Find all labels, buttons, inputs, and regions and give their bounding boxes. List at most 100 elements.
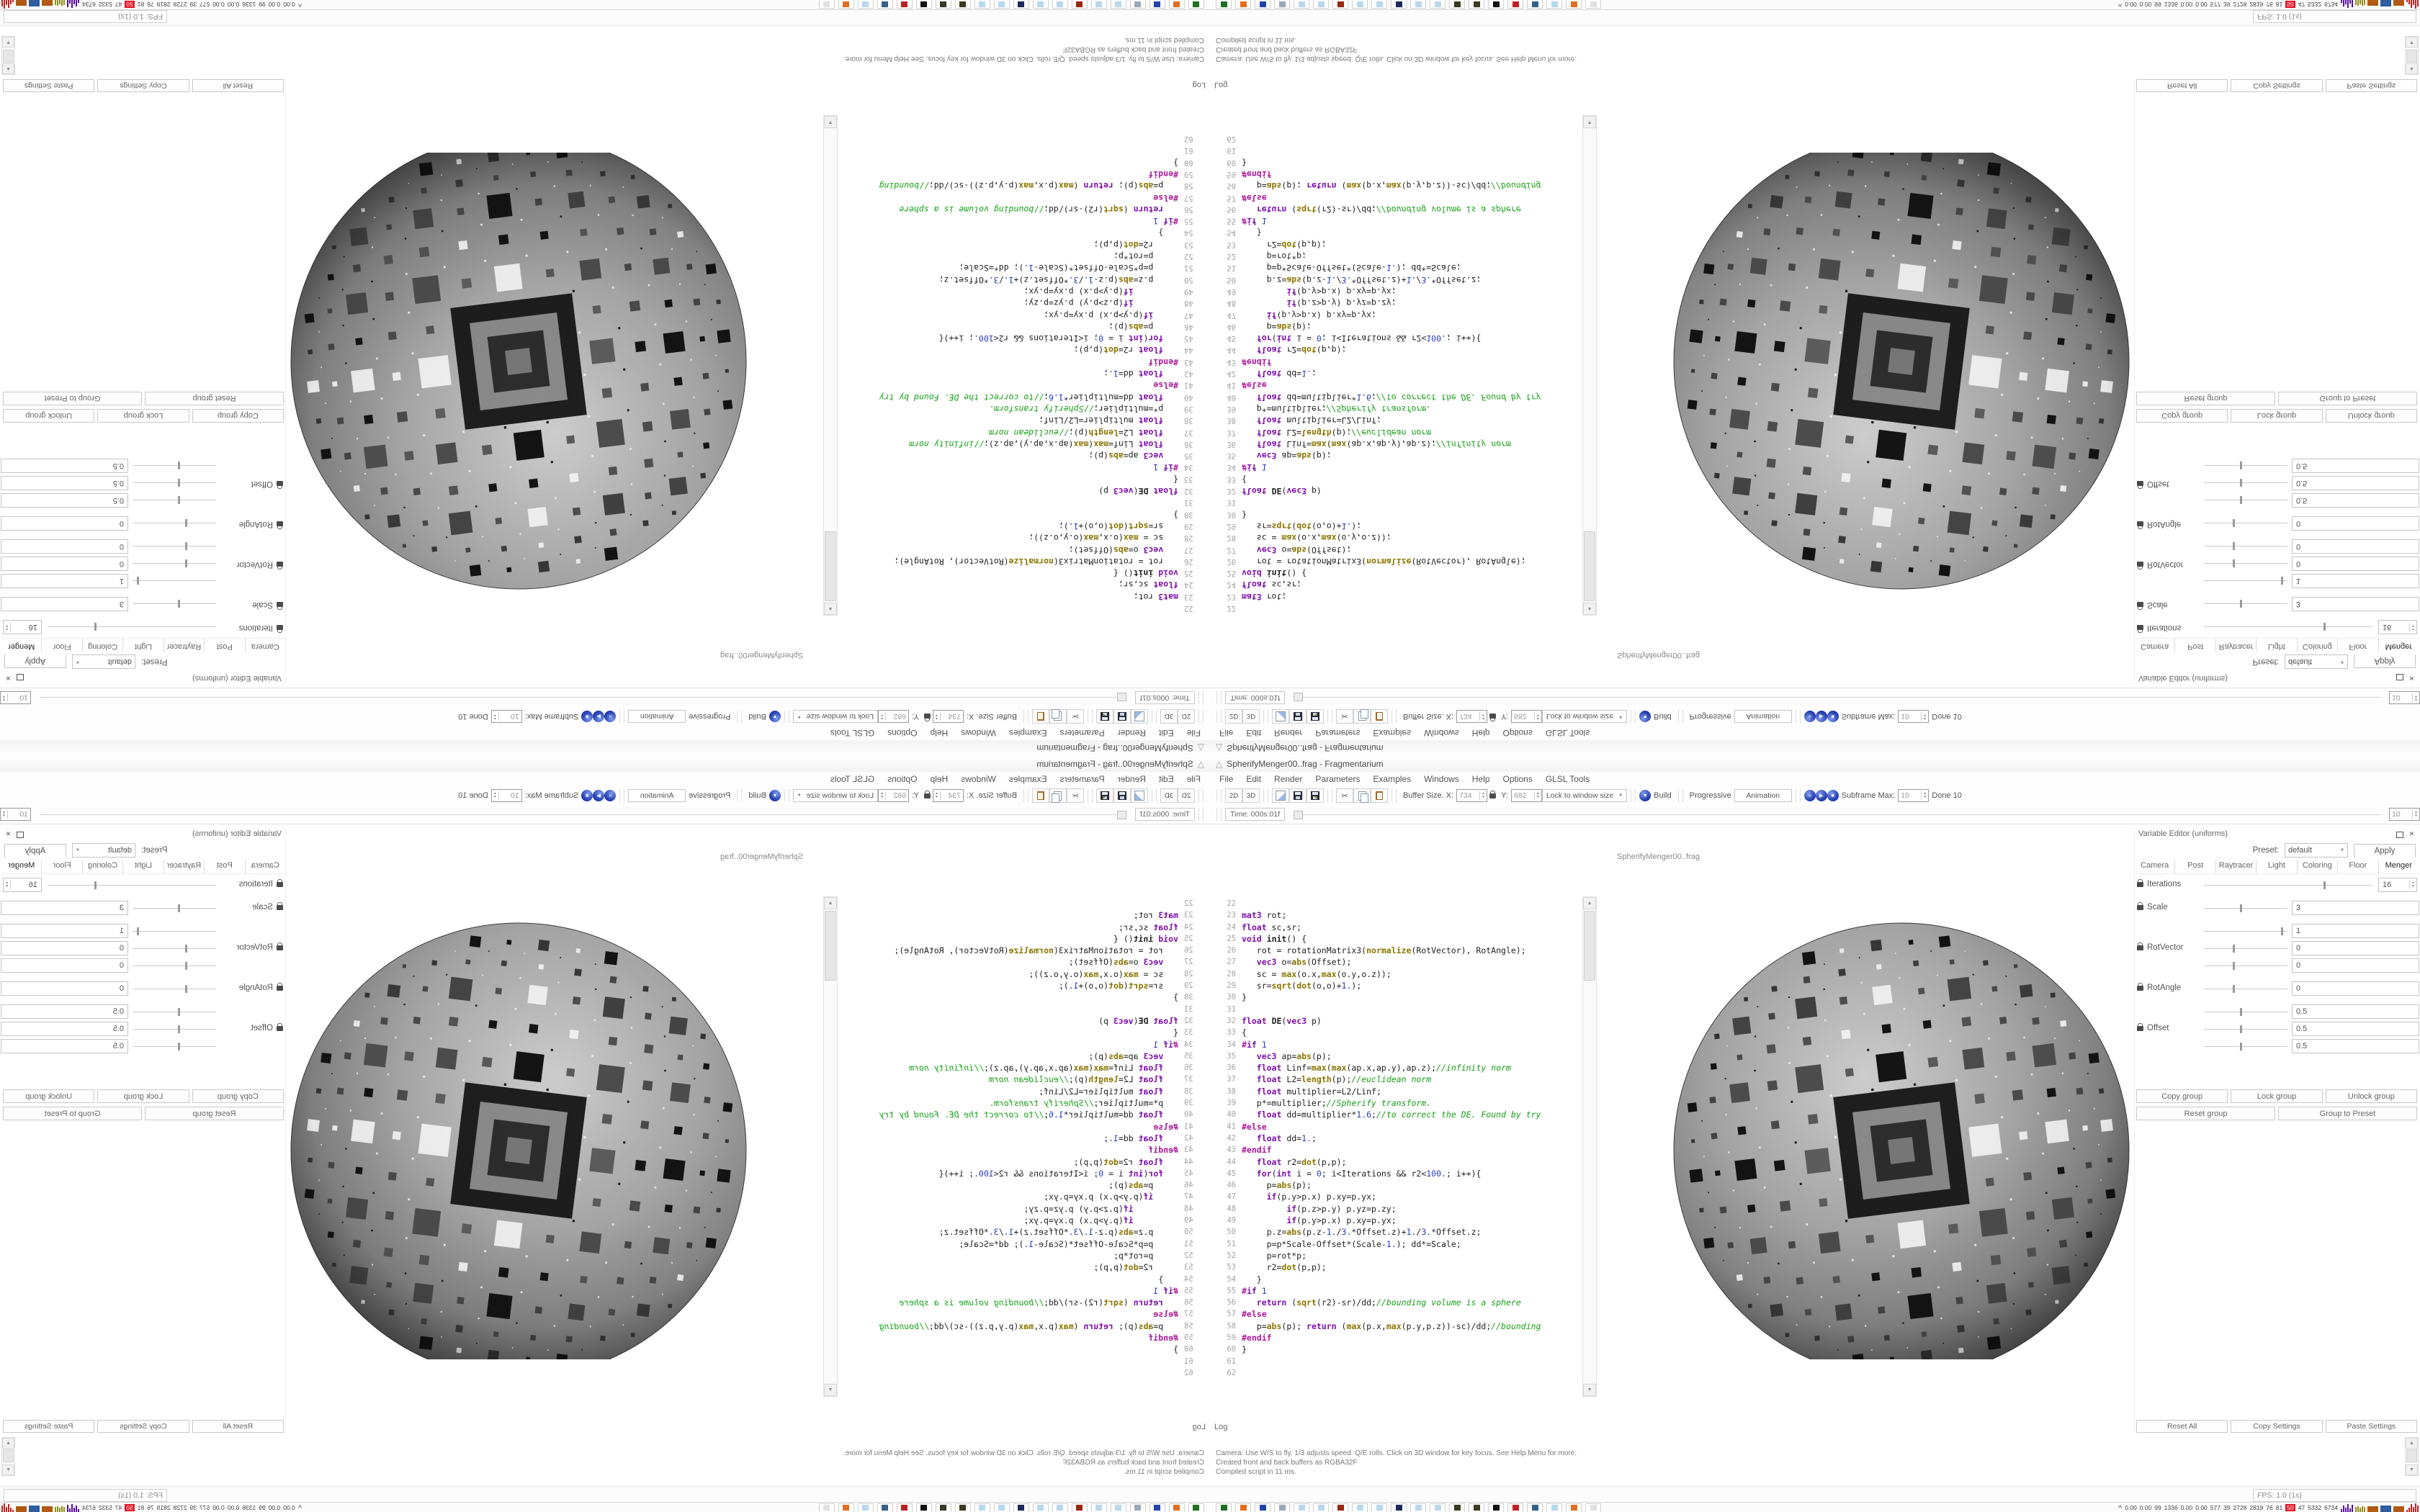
tab-post[interactable]: Post [204, 860, 245, 873]
code-line[interactable]: 58 p=abs(p); return (max(p.x,max(p.y,p.z… [879, 181, 1193, 192]
toolbar-grip[interactable] [1023, 710, 1028, 723]
button-reset-all[interactable]: Reset All [2136, 1420, 2228, 1433]
play-button[interactable]: ▶ [593, 711, 605, 722]
button-copy-settings[interactable]: Copy Settings [2231, 1420, 2323, 1433]
toolbar-grip[interactable] [1216, 691, 1222, 704]
menu-edit[interactable]: Edit [1158, 728, 1174, 738]
code-line[interactable]: 48 if(p.z>p.y) p.yz=p.zy; [1227, 1203, 1397, 1214]
code-line[interactable]: 60} [1227, 157, 1247, 168]
tab-coloring[interactable]: Coloring [2298, 860, 2339, 873]
param-slider-thumb[interactable] [185, 962, 187, 970]
play-button[interactable]: ▶ [1815, 790, 1827, 801]
dock-close-icon[interactable]: ✕ [2408, 829, 2415, 837]
lock-icon[interactable] [277, 625, 283, 630]
menu-help[interactable]: Help [1471, 728, 1490, 738]
taskbar-app-button[interactable] [838, 1503, 854, 1512]
menu-render[interactable]: Render [1274, 728, 1303, 738]
lock-to-window-dropdown[interactable]: Lock to window size ▼ [1541, 789, 1628, 802]
taskbar-app-button[interactable] [819, 1503, 835, 1512]
open-button[interactable] [1131, 788, 1148, 803]
variable-editor-titlebar[interactable]: Variable Editor (uniforms) ✕ [2135, 828, 2419, 840]
log-dock-title[interactable]: Log [1214, 81, 1228, 89]
toolbar-grip[interactable] [1327, 789, 1332, 802]
button-group-to-preset[interactable]: Group to Preset [3, 392, 142, 405]
param-slider[interactable] [133, 600, 216, 608]
code-line[interactable]: 51 p=p*Scale-Offset*(Scale-1.); dd*=Scal… [1227, 1238, 1461, 1249]
code-line[interactable]: 54 } [1227, 1274, 1262, 1284]
code-line[interactable]: 34 #if 1 [1227, 462, 1267, 473]
log-lines[interactable]: Camera: Use W/S to fly. 1/3 adjusts spee… [19, 35, 1204, 63]
button-copy-group[interactable]: Copy group [2136, 409, 2228, 423]
toolbar-grip[interactable] [1023, 789, 1028, 802]
param-value-field[interactable]: 1 [2292, 924, 2419, 938]
build-label[interactable]: Build [748, 712, 766, 721]
param-value-field[interactable]: 1 [1, 924, 128, 938]
taskbar-app-button[interactable] [1313, 0, 1329, 9]
code-line[interactable]: 44 float r2=dot(p,p); [1227, 1156, 1347, 1167]
param-value-field[interactable]: 0.5 [2292, 493, 2419, 508]
menu-edit[interactable]: Edit [1158, 774, 1174, 784]
button-unlock-group[interactable]: Unlock group [2325, 409, 2417, 423]
spin-arrows-icon[interactable]: ▲ ▼ [1533, 791, 1541, 800]
taskbar-app-button[interactable] [1294, 0, 1309, 9]
frame-spinbox[interactable]: 10 ▲ ▼ [0, 691, 31, 704]
code-line[interactable]: 25 void init() { [1227, 568, 1307, 579]
code-line[interactable]: 22 [1227, 899, 1236, 908]
code-line[interactable]: 41 #else [1227, 1121, 1267, 1132]
code-line[interactable]: 28 sc = max(o.x,max(o.y,o.z)); [1028, 533, 1193, 544]
taskbar-app-button[interactable] [1488, 0, 1504, 9]
editor-scrollbar-thumb[interactable] [1584, 911, 1595, 981]
code-line[interactable]: 43 #endif [1227, 1145, 1272, 1156]
code-line[interactable]: 58 p=abs(p); return (max(p.x,max(p.y,p.z… [879, 1320, 1193, 1331]
tab-floor[interactable]: Floor [41, 639, 82, 652]
tab-coloring[interactable]: Coloring [81, 860, 123, 873]
build-label[interactable]: Build [1654, 712, 1672, 721]
menu-examples[interactable]: Examples [1373, 728, 1412, 738]
param-value-field[interactable]: 0.5 [2292, 1022, 2419, 1036]
tab-post[interactable]: Post [2175, 639, 2216, 652]
param-slider-thumb[interactable] [178, 479, 180, 487]
editor-scrollbar[interactable]: ▲ ▼ [823, 896, 838, 1397]
code-line[interactable]: 43 #endif [1148, 356, 1193, 367]
toolbar-grip[interactable] [784, 789, 789, 802]
taskbar-app-button[interactable] [897, 0, 913, 9]
code-line[interactable]: 22 [1227, 604, 1236, 613]
code-lines[interactable]: 22 23 mat3 rot; 24 float sc,sr; 25 void init(… [839, 117, 1203, 614]
taskbar-app-button[interactable] [1371, 0, 1387, 9]
cut-button[interactable]: ✂ [1067, 788, 1084, 803]
code-line[interactable]: 25 void init() { [1113, 568, 1193, 579]
code-line[interactable]: 34 #if 1 [1153, 462, 1193, 473]
lock-icon[interactable] [2137, 942, 2143, 950]
taskbar-app-button[interactable] [1274, 0, 1290, 9]
param-slider-thumb[interactable] [185, 945, 187, 953]
code-line[interactable]: 31 [1227, 498, 1236, 508]
param-slider-thumb[interactable] [2233, 945, 2235, 953]
taskbar-app-button[interactable] [1566, 1503, 1582, 1512]
buffer-lock-icon[interactable] [923, 793, 931, 798]
code-editor[interactable]: 22 23 mat3 rot; 24 float sc,sr; 25 void init(… [1216, 828, 1597, 1398]
button-lock-group[interactable]: Lock group [97, 1089, 189, 1103]
button-copy-group[interactable]: Copy group [2136, 1089, 2228, 1103]
menu-glsl-tools[interactable]: GLSL Tools [1545, 774, 1590, 784]
button-reset-group[interactable]: Reset group [145, 1107, 284, 1120]
lock-icon[interactable] [2137, 521, 2143, 526]
button-unlock-group[interactable]: Unlock group [3, 409, 95, 423]
log-lines[interactable]: Camera: Use W/S to fly. 1/3 adjusts spee… [1216, 35, 2401, 63]
param-slider[interactable] [2204, 881, 2372, 889]
param-slider-thumb[interactable] [94, 623, 97, 631]
param-slider-thumb[interactable] [185, 985, 187, 993]
code-line[interactable]: 42 float dd=1.; [1227, 1133, 1317, 1143]
save-button[interactable] [1113, 709, 1131, 724]
code-line[interactable]: 53 r2=dot(p,p); [1093, 1262, 1193, 1273]
toolbar-grip[interactable] [784, 710, 789, 723]
tab-menger[interactable]: Menger [8, 861, 35, 870]
button-lock-group[interactable]: Lock group [2231, 1089, 2323, 1103]
code-line[interactable]: 45 for(int i = 0; i<Iterations && r2<100… [1227, 333, 1482, 344]
spin-arrows-icon[interactable]: ▲ ▼ [933, 791, 941, 800]
tab-light[interactable]: Light [2257, 639, 2298, 652]
code-line[interactable]: 60} [1173, 1344, 1193, 1355]
param-value-field[interactable]: 0 [2292, 557, 2419, 571]
menu-glsl-tools[interactable]: GLSL Tools [830, 774, 875, 784]
scroll-down-icon[interactable]: ▼ [2406, 37, 2418, 48]
build-icon[interactable]: ▼ [1639, 711, 1652, 722]
